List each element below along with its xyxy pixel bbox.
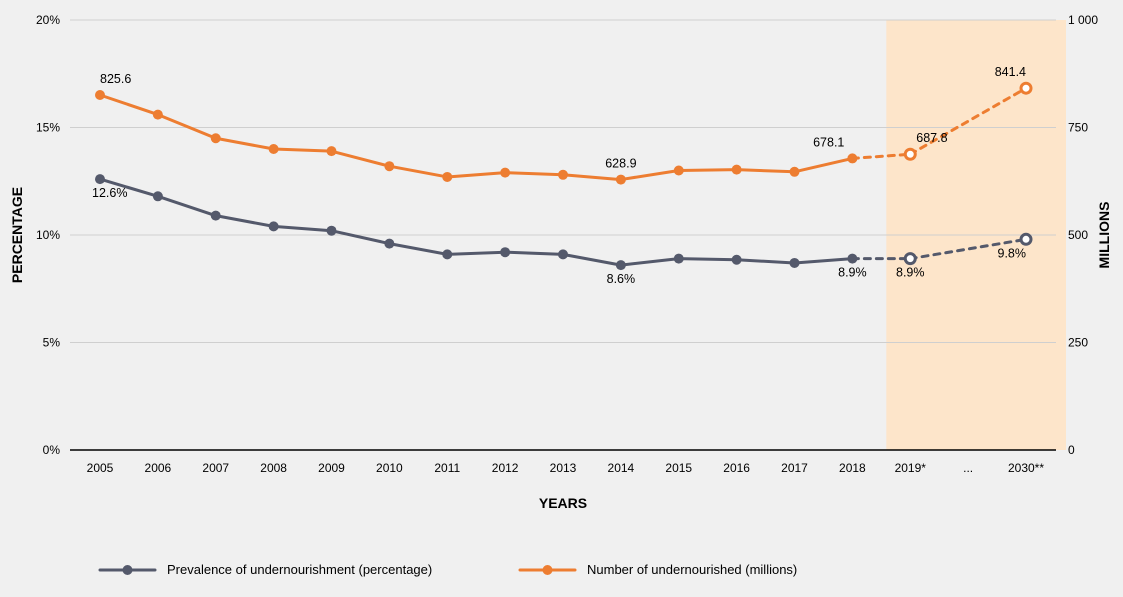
point-label: 628.9: [605, 157, 636, 171]
x-tick: 2005: [87, 461, 114, 475]
series-marker-prevalence: [616, 260, 626, 270]
y-right-tick: 1 000: [1068, 13, 1098, 27]
y-left-tick: 0%: [43, 443, 61, 457]
series-marker-prevalence: [558, 249, 568, 259]
series-marker-prevalence: [211, 211, 221, 221]
x-axis-label: YEARS: [539, 495, 587, 511]
series-marker-number: [674, 166, 684, 176]
series-marker-number: [790, 167, 800, 177]
y-right-tick: 750: [1068, 121, 1088, 135]
series-marker-prevalence: [442, 249, 452, 259]
series-marker-number: [847, 153, 857, 163]
series-marker-prevalence: [732, 255, 742, 265]
series-marker-number: [732, 165, 742, 175]
x-tick: 2015: [665, 461, 692, 475]
y-left-tick: 15%: [36, 121, 60, 135]
series-marker-number: [905, 149, 915, 159]
x-tick: 2018: [839, 461, 866, 475]
series-marker-prevalence: [847, 254, 857, 264]
x-tick: 2008: [260, 461, 287, 475]
y-left-axis-label: PERCENTAGE: [9, 187, 25, 283]
x-tick: 2012: [492, 461, 519, 475]
point-label: 9.8%: [998, 246, 1027, 260]
series-marker-number: [269, 144, 279, 154]
x-tick: 2007: [202, 461, 229, 475]
x-tick: 2017: [781, 461, 808, 475]
series-marker-number: [153, 110, 163, 120]
y-left-tick: 10%: [36, 228, 60, 242]
series-marker-prevalence: [384, 239, 394, 249]
x-tick: 2010: [376, 461, 403, 475]
point-label: 8.6%: [607, 272, 636, 286]
x-tick: 2014: [608, 461, 635, 475]
x-tick: 2019*: [895, 461, 927, 475]
x-tick: ...: [963, 461, 973, 475]
point-label: 12.6%: [92, 186, 127, 200]
y-right-axis-label: MILLIONS: [1096, 202, 1112, 269]
y-right-tick: 250: [1068, 336, 1088, 350]
series-marker-prevalence: [790, 258, 800, 268]
y-right-tick: 500: [1068, 228, 1088, 242]
y-left-tick: 5%: [43, 336, 61, 350]
chart-svg: 0% 5% 10% 15% 20% 0 250 500 750 1 000 2005 2006 2007…: [0, 0, 1123, 597]
point-label: 825.6: [100, 72, 131, 86]
series-marker-prevalence: [905, 254, 915, 264]
x-tick: 2006: [145, 461, 172, 475]
x-tick: 2011: [434, 461, 460, 475]
series-marker-prevalence: [269, 221, 279, 231]
series-marker-prevalence: [500, 247, 510, 257]
legend-swatch-marker: [543, 565, 553, 575]
series-marker-prevalence: [327, 226, 337, 236]
point-label: 8.9%: [896, 266, 925, 280]
legend-swatch-marker: [123, 565, 133, 575]
series-marker-number: [384, 161, 394, 171]
point-label: 678.1: [813, 135, 844, 149]
y-right-tick: 0: [1068, 443, 1075, 457]
x-tick: 2016: [723, 461, 750, 475]
legend-label: Number of undernourished (millions): [587, 562, 797, 577]
series-marker-number: [442, 172, 452, 182]
series-marker-prevalence: [674, 254, 684, 264]
series-marker-number: [500, 168, 510, 178]
series-marker-number: [95, 90, 105, 100]
x-tick: 2013: [550, 461, 577, 475]
x-tick: 2030**: [1008, 461, 1044, 475]
point-label: 687.8: [916, 131, 947, 145]
point-label: 841.4: [995, 65, 1026, 79]
series-marker-number: [211, 133, 221, 143]
point-label: 8.9%: [838, 266, 867, 280]
x-tick: 2009: [318, 461, 345, 475]
undernourishment-chart: 0% 5% 10% 15% 20% 0 250 500 750 1 000 2005 2006 2007…: [0, 0, 1123, 597]
series-marker-number: [327, 146, 337, 156]
y-left-tick: 20%: [36, 13, 60, 27]
series-marker-prevalence: [95, 174, 105, 184]
series-marker-prevalence: [153, 191, 163, 201]
series-marker-number: [558, 170, 568, 180]
legend-label: Prevalence of undernourishment (percenta…: [167, 562, 432, 577]
series-marker-number: [1021, 83, 1031, 93]
series-marker-prevalence: [1021, 234, 1031, 244]
series-marker-number: [616, 175, 626, 185]
